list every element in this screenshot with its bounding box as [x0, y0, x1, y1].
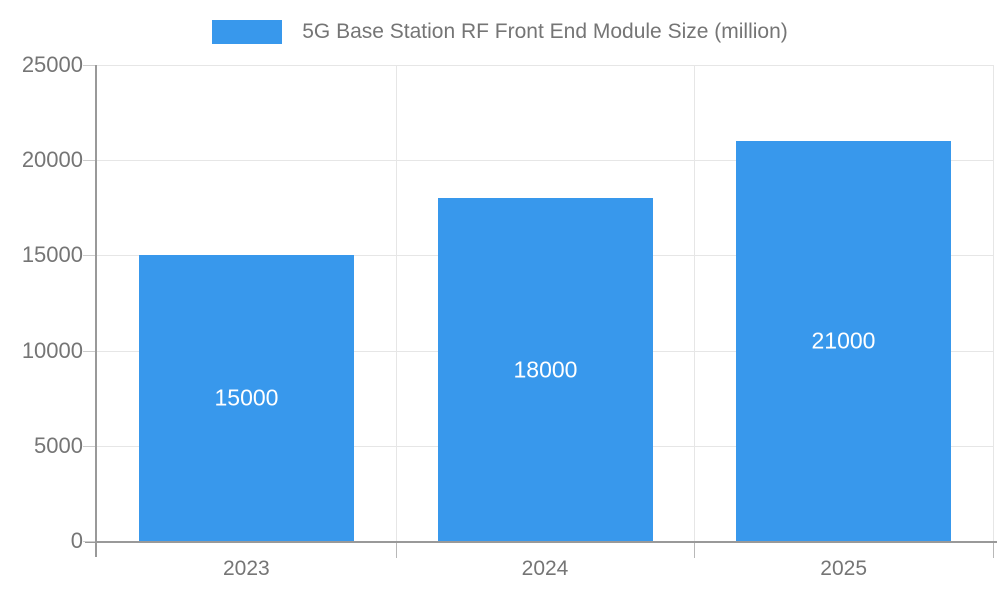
v-gridline [396, 65, 397, 541]
legend-swatch [212, 20, 283, 44]
x-axis-tick [993, 543, 994, 558]
v-gridline [694, 65, 695, 541]
x-axis-tick [694, 543, 695, 558]
plot-area: 0 5000 10000 15000 20000 25000 15000 2023 18000 2… [22, 52, 997, 580]
y-tick-label: 5000 [34, 432, 83, 458]
y-tick-label: 0 [70, 528, 83, 553]
y-axis-tick [83, 160, 95, 162]
chart-legend: 5G Base Station RF Front End Module Size… [0, 20, 1000, 44]
bar-value-label: 18000 [513, 356, 578, 383]
x-tick-label: 2025 [820, 557, 868, 580]
v-gridline [993, 65, 994, 541]
x-axis-line [85, 541, 997, 543]
bar-value-label: 15000 [214, 384, 279, 411]
y-axis-tick [83, 541, 95, 542]
y-axis-tick [83, 445, 95, 447]
y-tick-label: 15000 [21, 242, 83, 268]
bar-value-label: 21000 [811, 327, 876, 354]
h-gridline [97, 65, 993, 66]
y-axis-tick [83, 65, 95, 66]
bar: 15000 [139, 255, 354, 541]
x-axis-tick [396, 543, 397, 558]
y-tick-label: 25000 [21, 52, 83, 77]
y-axis-tick [83, 255, 95, 257]
x-tick-label: 2023 [222, 557, 270, 580]
bar: 18000 [438, 198, 653, 541]
legend-label: 5G Base Station RF Front End Module Size… [302, 20, 788, 43]
y-axis-tick [83, 350, 95, 352]
y-tick-label: 20000 [21, 147, 83, 173]
x-tick-label: 2024 [521, 557, 569, 580]
y-tick-label: 10000 [21, 337, 83, 363]
bar: 21000 [736, 141, 951, 541]
h-gridline [97, 160, 993, 162]
y-axis-line [95, 65, 97, 557]
